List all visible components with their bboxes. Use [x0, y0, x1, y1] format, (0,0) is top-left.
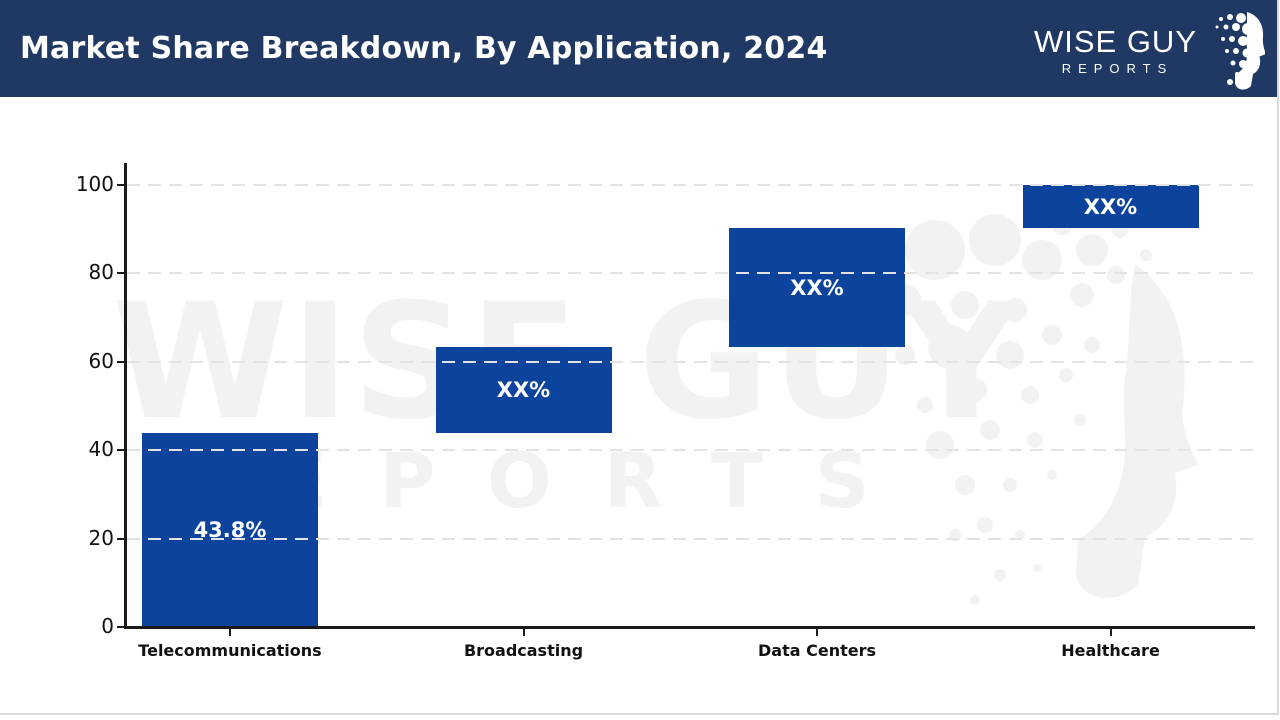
plot-area: 43.8% XX% XX% XX% [127, 163, 1253, 627]
bar-telecommunications: 43.8% [142, 433, 318, 627]
logo-subtitle: REPORTS [1061, 61, 1174, 76]
bar-value-label: XX% [790, 275, 844, 300]
dotted-head-icon [1215, 12, 1265, 90]
page-title: Market Share Breakdown, By Application, … [20, 31, 828, 66]
y-tick-label: 20 [88, 525, 114, 550]
gridline [127, 360, 1253, 363]
gridline [127, 272, 1253, 275]
x-tick-mark [1109, 629, 1112, 636]
gridline [127, 449, 1253, 452]
x-axis-line [124, 626, 1255, 629]
bar-broadcasting: XX% [435, 346, 612, 434]
y-tick-mark [117, 626, 124, 628]
y-tick-label: 80 [88, 260, 114, 285]
x-tick-mark [816, 629, 818, 636]
bar-data-centers: XX% [729, 228, 905, 347]
y-tick-mark [117, 272, 124, 275]
y-tick-mark [117, 184, 124, 187]
x-axis-category-label: Healthcare [1061, 641, 1160, 660]
bar-value-label: XX% [496, 378, 551, 403]
wise-guy-reports-logo: WISE GUY REPORTS [1025, 8, 1265, 92]
y-axis-line [124, 163, 127, 629]
x-tick-mark [522, 629, 525, 636]
y-tick-label: 100 [75, 172, 114, 197]
gridline [127, 184, 1253, 187]
y-tick-mark [117, 537, 124, 540]
header-band: Market Share Breakdown, By Application, … [0, 0, 1277, 97]
x-axis-category-label: Data Centers [758, 641, 876, 660]
y-tick-mark [117, 449, 124, 452]
x-axis-category-label: Broadcasting [463, 641, 584, 660]
bar-value-label: XX% [1083, 194, 1138, 219]
logo-wordmark: WISE GUY [1033, 24, 1197, 59]
bar-healthcare: XX% [1022, 185, 1199, 229]
y-tick-label: 40 [88, 437, 114, 462]
logo-text: WISE GUY REPORTS [1034, 24, 1197, 76]
gridline [127, 537, 1253, 540]
y-tick-mark [117, 360, 124, 363]
y-tick-label: 60 [88, 348, 114, 373]
x-tick-mark [229, 629, 231, 636]
watermark-dotted-head [889, 214, 1198, 605]
y-tick-label: 0 [101, 614, 114, 638]
x-axis-category-label: Telecommunications [138, 641, 322, 660]
